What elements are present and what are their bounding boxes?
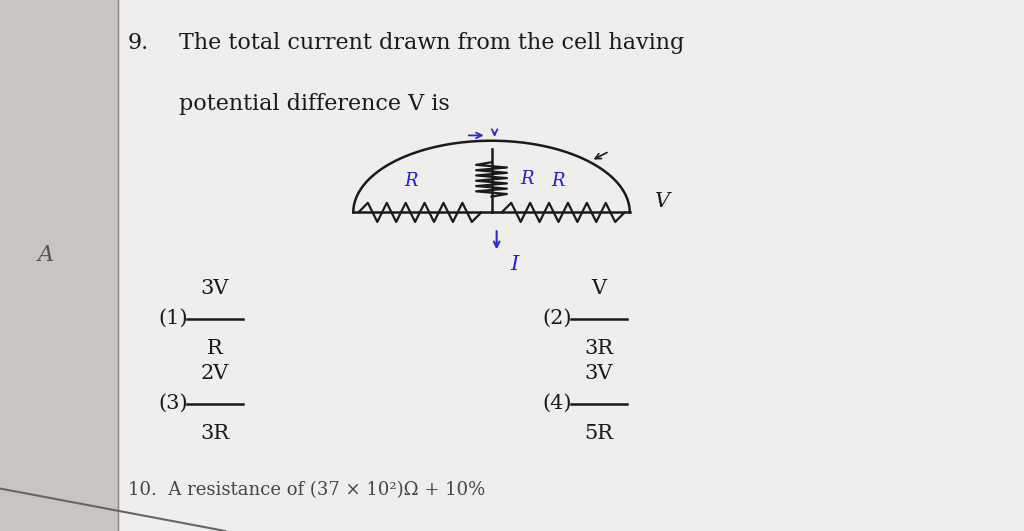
Text: 9.: 9.	[128, 32, 150, 54]
Text: 10.  A resistance of (37 × 10²)Ω + 10%: 10. A resistance of (37 × 10²)Ω + 10%	[128, 481, 485, 499]
Text: R: R	[404, 172, 418, 190]
Bar	[0, 0, 118, 531]
Text: The total current drawn from the cell having: The total current drawn from the cell ha…	[179, 32, 684, 54]
Text: 3R: 3R	[585, 339, 613, 358]
Text: (1): (1)	[159, 309, 188, 328]
Text: R: R	[520, 170, 534, 187]
Text: 5R: 5R	[585, 424, 613, 443]
Text: potential difference V is: potential difference V is	[179, 93, 450, 115]
Text: (2): (2)	[543, 309, 572, 328]
Text: (3): (3)	[159, 394, 188, 413]
Text: 2V: 2V	[201, 364, 229, 383]
Text: A: A	[38, 244, 54, 266]
Text: 3V: 3V	[201, 279, 229, 298]
Text: R: R	[551, 172, 564, 190]
Text: (4): (4)	[543, 394, 572, 413]
Text: R: R	[207, 339, 223, 358]
Text: V: V	[592, 279, 606, 298]
Text: 3R: 3R	[201, 424, 229, 443]
Text: I: I	[510, 255, 518, 274]
Text: V: V	[655, 192, 671, 211]
Text: 3V: 3V	[585, 364, 613, 383]
